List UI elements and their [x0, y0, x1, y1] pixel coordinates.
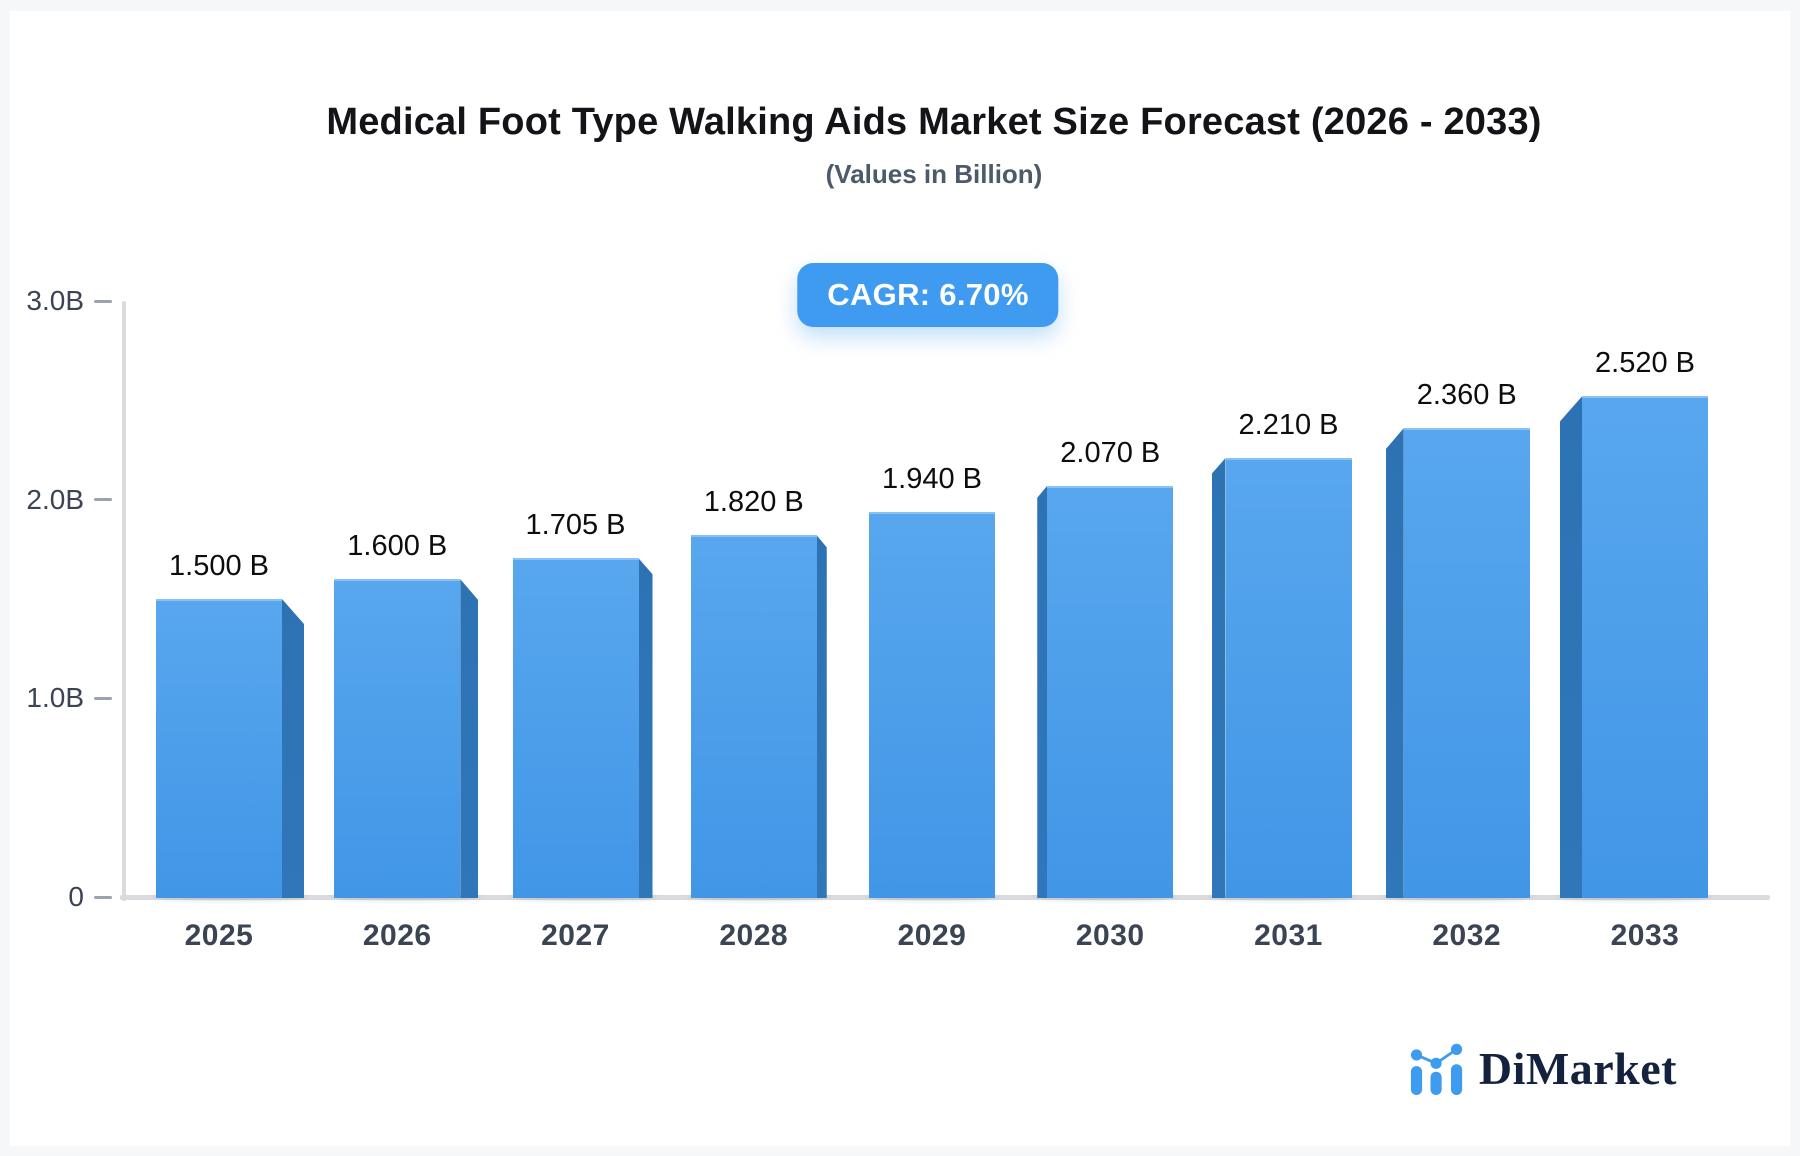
- bar: [1047, 485, 1174, 898]
- y-axis-tick: [94, 498, 112, 502]
- x-axis-label: 2028: [719, 919, 789, 952]
- bar-value-label: 1.500 B: [169, 550, 269, 582]
- x-axis-label: 2032: [1432, 919, 1502, 952]
- chart-card: Medical Foot Type Walking Aids Market Si…: [10, 11, 1790, 1146]
- bar: [690, 535, 817, 898]
- bar: [512, 558, 639, 898]
- x-axis-label: 2030: [1075, 919, 1145, 952]
- chart-title: Medical Foot Type Walking Aids Market Si…: [326, 101, 1542, 143]
- bar-chart: 3.0B 2.0B 1.0B 0 1.500 B 1.600 B 1.705 B 1.820…: [10, 11, 1790, 1146]
- y-axis-tick: [94, 696, 112, 700]
- bar-3d-side: [1560, 396, 1582, 898]
- bar-value-label: 2.070 B: [1060, 436, 1161, 469]
- bar-value-label: 1.820 B: [703, 486, 804, 519]
- bar-3d-side: [1211, 457, 1226, 898]
- bar-3d-side: [460, 579, 479, 898]
- mini-bar-chart-icon: [1410, 1043, 1462, 1095]
- x-axis-label: 2033: [1610, 919, 1680, 952]
- bar-3d-side: [282, 599, 304, 898]
- y-axis-tick-label: 1.0B: [26, 682, 84, 714]
- y-axis-tick: [94, 299, 112, 303]
- bar: [1403, 428, 1530, 898]
- y-axis-tick-label: 0: [68, 881, 84, 912]
- x-axis-label: 2027: [541, 919, 610, 952]
- bar: [156, 599, 282, 898]
- x-axis-label: 2025: [184, 919, 254, 952]
- bar-value-label: 2.520 B: [1595, 347, 1695, 380]
- bar-3d-side: [1037, 485, 1048, 898]
- chart-subtitle: (Values in Billion): [825, 159, 1043, 189]
- bar-value-label: 2.360 B: [1416, 379, 1517, 412]
- bar-value-label: 1.600 B: [347, 530, 448, 563]
- dimarket-logo: DiMarket: [1407, 1041, 1677, 1095]
- cagr-badge: CAGR: 6.70%: [797, 263, 1059, 327]
- bar: [1582, 396, 1708, 898]
- x-axis-label: 2026: [362, 919, 432, 952]
- x-axis-label: 2031: [1254, 919, 1323, 952]
- bar-value-label: 1.705 B: [525, 509, 626, 542]
- x-axis-label: 2029: [897, 919, 967, 952]
- y-axis-tick-label: 3.0B: [26, 285, 84, 316]
- bar-value-label: 2.210 B: [1238, 408, 1339, 441]
- bar-3d-side: [1385, 428, 1404, 898]
- y-axis-tick-label: 2.0B: [26, 483, 84, 515]
- bar: [1225, 457, 1352, 898]
- y-axis-tick: [94, 895, 112, 899]
- bar: [334, 579, 461, 898]
- bar-3d-side: [638, 558, 653, 898]
- bar-value-label: 1.940 B: [882, 462, 982, 495]
- bar-3d-side: [816, 535, 827, 898]
- bar: [869, 511, 995, 898]
- dimarket-logo-text: DiMarket: [1478, 1042, 1677, 1094]
- y-axis-line: [122, 301, 126, 901]
